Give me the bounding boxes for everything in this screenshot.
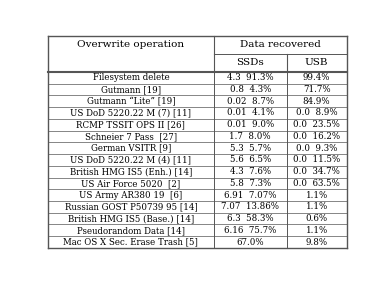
Text: 7.07  13.86%: 7.07 13.86%: [221, 202, 279, 211]
Text: 1.1%: 1.1%: [306, 202, 328, 211]
Text: 6.91  7.07%: 6.91 7.07%: [224, 191, 276, 200]
Text: 0.6%: 0.6%: [306, 214, 328, 223]
Text: 0.8  4.3%: 0.8 4.3%: [229, 85, 271, 94]
Text: 9.8%: 9.8%: [306, 237, 328, 246]
Text: Gutmann “Lite” [19]: Gutmann “Lite” [19]: [87, 97, 175, 106]
Text: Overwrite operation: Overwrite operation: [77, 40, 184, 49]
Text: USB: USB: [305, 58, 328, 67]
Text: German VSITR [9]: German VSITR [9]: [91, 144, 171, 153]
Text: 0.0  34.7%: 0.0 34.7%: [293, 167, 340, 176]
Text: 6.3  58.3%: 6.3 58.3%: [227, 214, 274, 223]
Text: 6.16  75.7%: 6.16 75.7%: [224, 226, 276, 235]
Text: 99.4%: 99.4%: [303, 73, 330, 82]
Text: Gutmann [19]: Gutmann [19]: [101, 85, 161, 94]
Text: 0.0  9.3%: 0.0 9.3%: [296, 144, 337, 153]
Text: 71.7%: 71.7%: [303, 85, 330, 94]
Text: 4.3  7.6%: 4.3 7.6%: [230, 167, 271, 176]
Text: US Army AR380 19  [6]: US Army AR380 19 [6]: [79, 191, 182, 200]
Text: 5.3  5.7%: 5.3 5.7%: [230, 144, 271, 153]
Text: 0.0  63.5%: 0.0 63.5%: [293, 179, 340, 188]
Text: 67.0%: 67.0%: [236, 237, 264, 246]
Text: 1.1%: 1.1%: [306, 226, 328, 235]
Text: 0.01  4.1%: 0.01 4.1%: [227, 108, 274, 117]
Text: Schneier 7 Pass  [27]: Schneier 7 Pass [27]: [85, 132, 177, 141]
Text: US DoD 5220.22 M (7) [11]: US DoD 5220.22 M (7) [11]: [70, 108, 191, 117]
Text: Russian GOST P50739 95 [14]: Russian GOST P50739 95 [14]: [65, 202, 197, 211]
Text: British HMG IS5 (Base.) [14]: British HMG IS5 (Base.) [14]: [68, 214, 194, 223]
Text: 0.01  9.0%: 0.01 9.0%: [227, 120, 274, 129]
Text: Filesystem delete: Filesystem delete: [92, 73, 169, 82]
Text: 0.0  23.5%: 0.0 23.5%: [293, 120, 340, 129]
Text: Pseudorandom Data [14]: Pseudorandom Data [14]: [77, 226, 185, 235]
Text: 0.0  16.2%: 0.0 16.2%: [293, 132, 340, 141]
Text: 0.0  8.9%: 0.0 8.9%: [296, 108, 338, 117]
Text: SSDs: SSDs: [236, 58, 264, 67]
Text: 1.1%: 1.1%: [306, 191, 328, 200]
Text: 1.7  8.0%: 1.7 8.0%: [229, 132, 271, 141]
Text: 5.8  7.3%: 5.8 7.3%: [229, 179, 271, 188]
Text: 5.6  6.5%: 5.6 6.5%: [229, 155, 271, 164]
Text: Mac OS X Sec. Erase Trash [5]: Mac OS X Sec. Erase Trash [5]: [64, 237, 198, 246]
Text: RCMP TSSIT OPS II [26]: RCMP TSSIT OPS II [26]: [77, 120, 185, 129]
Text: 0.0  11.5%: 0.0 11.5%: [293, 155, 340, 164]
Text: British HMG IS5 (Enh.) [14]: British HMG IS5 (Enh.) [14]: [70, 167, 192, 176]
Text: 84.9%: 84.9%: [303, 97, 330, 106]
Text: US DoD 5220.22 M (4) [11]: US DoD 5220.22 M (4) [11]: [70, 155, 191, 164]
Text: US Air Force 5020  [2]: US Air Force 5020 [2]: [81, 179, 181, 188]
Text: Data recovered: Data recovered: [240, 40, 321, 49]
Text: 0.02  8.7%: 0.02 8.7%: [227, 97, 274, 106]
Text: 4.3  91.3%: 4.3 91.3%: [227, 73, 274, 82]
